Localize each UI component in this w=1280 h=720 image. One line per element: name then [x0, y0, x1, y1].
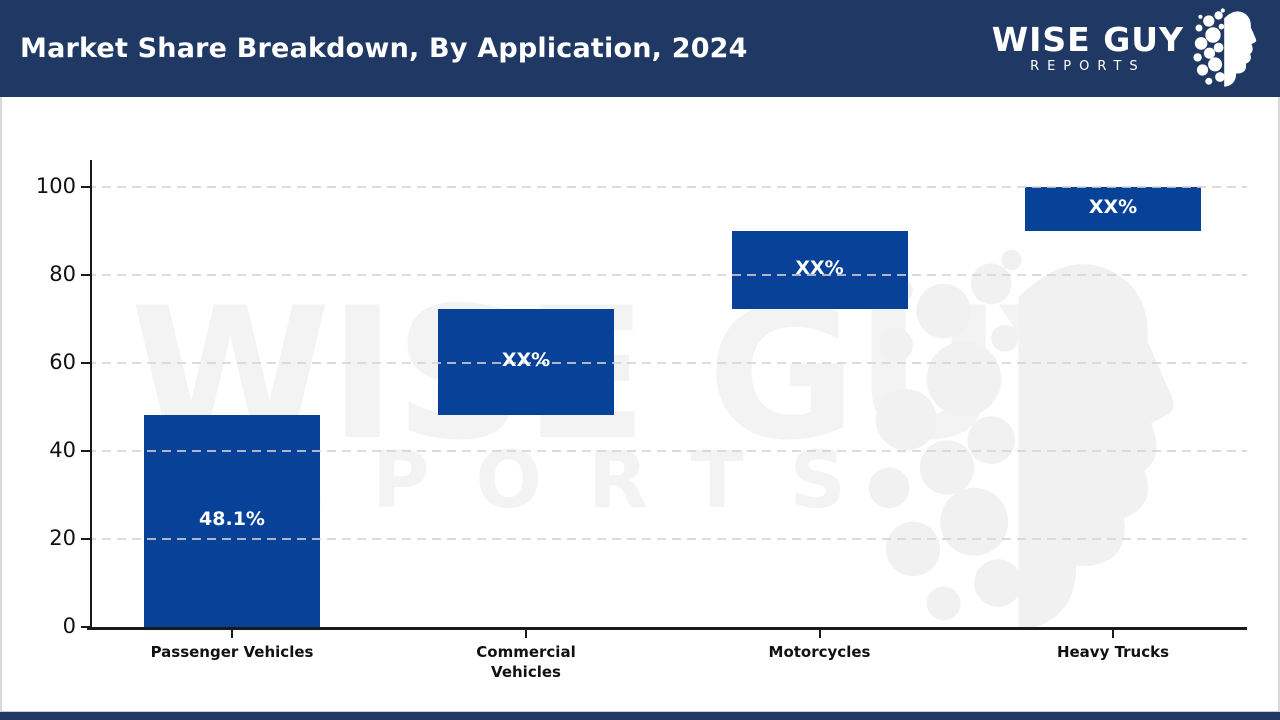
- bar: [1025, 187, 1201, 231]
- y-tick-label: 100: [35, 174, 76, 198]
- brand-logo: WISE GUY REPORTS: [992, 7, 1280, 91]
- y-tick-mark: [81, 274, 91, 276]
- category-label: Passenger Vehicles: [150, 643, 314, 661]
- y-tick-label: 20: [49, 526, 76, 550]
- bar: [731, 231, 908, 309]
- y-tick-label: 80: [49, 262, 76, 286]
- gridline: [87, 186, 1247, 188]
- y-axis-spine: [90, 160, 92, 629]
- category-label: Heavy Trucks: [1056, 643, 1170, 661]
- footer-bar: [0, 712, 1280, 720]
- y-tick-mark: [81, 362, 91, 364]
- y-tick-label: 0: [62, 614, 76, 638]
- x-tick-mark: [818, 630, 821, 638]
- gridline: [87, 274, 1247, 276]
- bar-value-label: XX%: [501, 349, 551, 372]
- x-tick-mark: [1112, 630, 1114, 638]
- wise-guy-head-icon: [1193, 7, 1257, 87]
- gridline: [87, 450, 1247, 452]
- gridline: [87, 538, 1247, 540]
- x-axis-spine: [87, 627, 1247, 630]
- footer-divider: [0, 711, 1280, 712]
- brand-subtitle: REPORTS: [1030, 58, 1146, 74]
- brand-text: WISE GUY REPORTS: [991, 19, 1184, 75]
- category-label: Motorcycles: [768, 643, 871, 661]
- y-tick-mark: [81, 538, 91, 540]
- bar-value-label: XX%: [1088, 196, 1138, 218]
- y-tick-label: 60: [49, 350, 76, 374]
- x-tick-mark: [525, 630, 527, 638]
- brand-name: WISE GUY: [991, 19, 1184, 59]
- page-title: Market Share Breakdown, By Application, …: [20, 33, 748, 64]
- header: Market Share Breakdown, By Application, …: [0, 0, 1280, 97]
- plot-area: 0 20 40 60 80 100 48.1% XX% XX% XX% Passenger Vehi…: [2, 97, 1278, 712]
- category-label: Commercial Vehicles: [476, 643, 576, 681]
- chart-figure: WISE GUY REPORTS 0 20 40 60 80 100 48.1% XX% XX%…: [0, 97, 1280, 712]
- bar-value-label: 48.1%: [199, 508, 265, 531]
- y-tick-mark: [81, 186, 91, 188]
- bar-value-label: XX%: [795, 256, 844, 279]
- y-tick-label: 40: [49, 438, 76, 462]
- gridline: [87, 362, 1247, 364]
- x-tick-mark: [231, 630, 233, 638]
- y-tick-mark: [81, 450, 91, 452]
- y-tick-mark: [81, 626, 91, 628]
